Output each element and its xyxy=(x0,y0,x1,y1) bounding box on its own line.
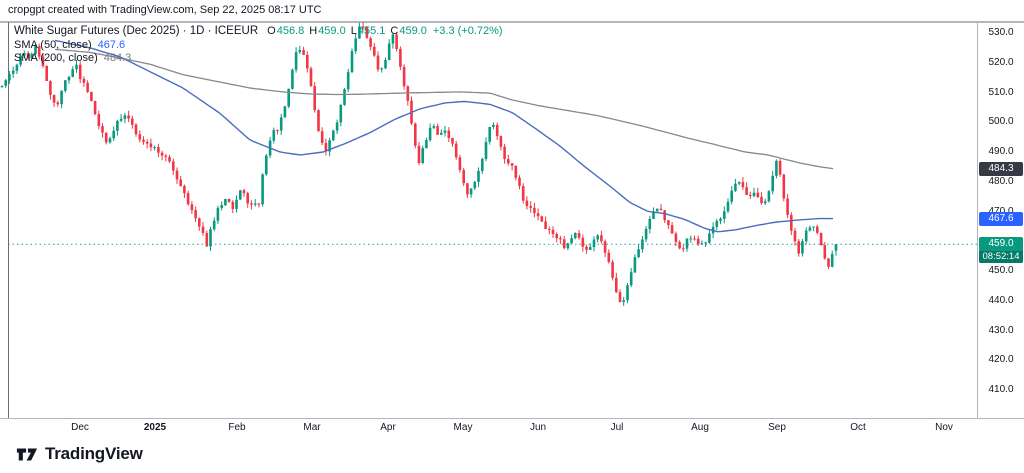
time-tick-label: Apr xyxy=(380,422,396,433)
open-value: 456.8 xyxy=(276,25,305,37)
close-value: 459.0 xyxy=(399,25,427,37)
price-tick-label: 480.0 xyxy=(988,175,1014,187)
chart-legend: White Sugar Futures (Dec 2025) · 1D · IC… xyxy=(14,25,503,66)
price-tick-label: 500.0 xyxy=(988,116,1014,128)
price-tick-label: 450.0 xyxy=(988,265,1014,276)
tradingview-logo[interactable]: TradingView xyxy=(16,444,143,464)
sma200-line xyxy=(54,48,834,170)
low-value: 455.1 xyxy=(357,25,386,37)
price-tick-label: 470.0 xyxy=(978,206,1024,217)
sma200-row[interactable]: SMA (200, close) 484.3 xyxy=(14,52,503,66)
time-scale[interactable]: Dec 2025 Feb Mar Apr May Jun Jul Aug Sep Oct Nov xyxy=(0,418,1024,440)
sma200-price-badge: 484.3 xyxy=(979,161,1023,176)
time-tick-label: Jul xyxy=(610,422,624,433)
last-price-value: 459.0 xyxy=(988,238,1014,250)
price-tick-label: 530.0 xyxy=(988,27,1014,38)
time-tick-label: Mar xyxy=(303,422,321,433)
time-tick-label: 2025 xyxy=(143,422,167,433)
sma50-line xyxy=(54,39,834,233)
time-tick-label: Oct xyxy=(850,422,866,433)
last-price-badge: 459.0 08:52:14 xyxy=(979,237,1023,264)
high-label: H xyxy=(309,25,318,37)
countdown-label: 08:52:14 xyxy=(979,251,1023,264)
time-tick-label: Jun xyxy=(529,422,547,433)
time-tick-label: Nov xyxy=(935,422,953,433)
sma50-label: SMA (50, close) xyxy=(14,38,92,51)
time-tick-label: Sep xyxy=(768,422,786,433)
sma50-price-badge: 467.6 xyxy=(979,211,1023,226)
high-value: 459.0 xyxy=(318,25,346,37)
sma50-row[interactable]: SMA (50, close) 467.6 xyxy=(14,39,503,53)
price-tick-label: 510.0 xyxy=(988,86,1014,98)
sma200-label: SMA (200, close) xyxy=(14,52,98,64)
price-tick-label: 410.0 xyxy=(988,384,1014,395)
ohlc-readout: O456.8 H459.0 L455.1 C459.0 +3.3 (+0.72%) xyxy=(267,25,502,37)
open-label: O xyxy=(267,25,276,37)
time-tick-label: Feb xyxy=(228,422,246,433)
symbol-row[interactable]: White Sugar Futures (Dec 2025) · 1D · IC… xyxy=(14,25,503,39)
change-value: +3.3 (+0.72%) xyxy=(432,25,503,37)
price-tick-label: 420.0 xyxy=(988,354,1014,366)
symbol-title: White Sugar Futures (Dec 2025) · 1D · IC… xyxy=(14,25,259,37)
time-tick-label: Aug xyxy=(691,422,709,433)
sma50-value: 467.6 xyxy=(97,38,126,51)
price-scale[interactable]: 484.3 467.6 459.0 08:52:14 530.0 520.0 510… xyxy=(978,22,1024,418)
low-label: L xyxy=(350,25,357,37)
price-tick-label: 430.0 xyxy=(988,324,1014,336)
close-label: C xyxy=(390,25,399,37)
time-tick-label: May xyxy=(453,422,473,433)
price-tick-label: 520.0 xyxy=(988,56,1014,68)
tradingview-logo-icon xyxy=(16,448,38,460)
tradingview-wordmark: TradingView xyxy=(45,444,143,463)
sma200-value: 484.3 xyxy=(103,52,132,64)
candlestick-series xyxy=(0,21,838,306)
time-tick-label: Dec xyxy=(71,422,89,433)
price-tick-label: 440.0 xyxy=(988,294,1014,306)
attribution-text: cropgpt created with TradingView.com, Se… xyxy=(8,4,322,16)
price-tick-label: 490.0 xyxy=(988,146,1014,157)
